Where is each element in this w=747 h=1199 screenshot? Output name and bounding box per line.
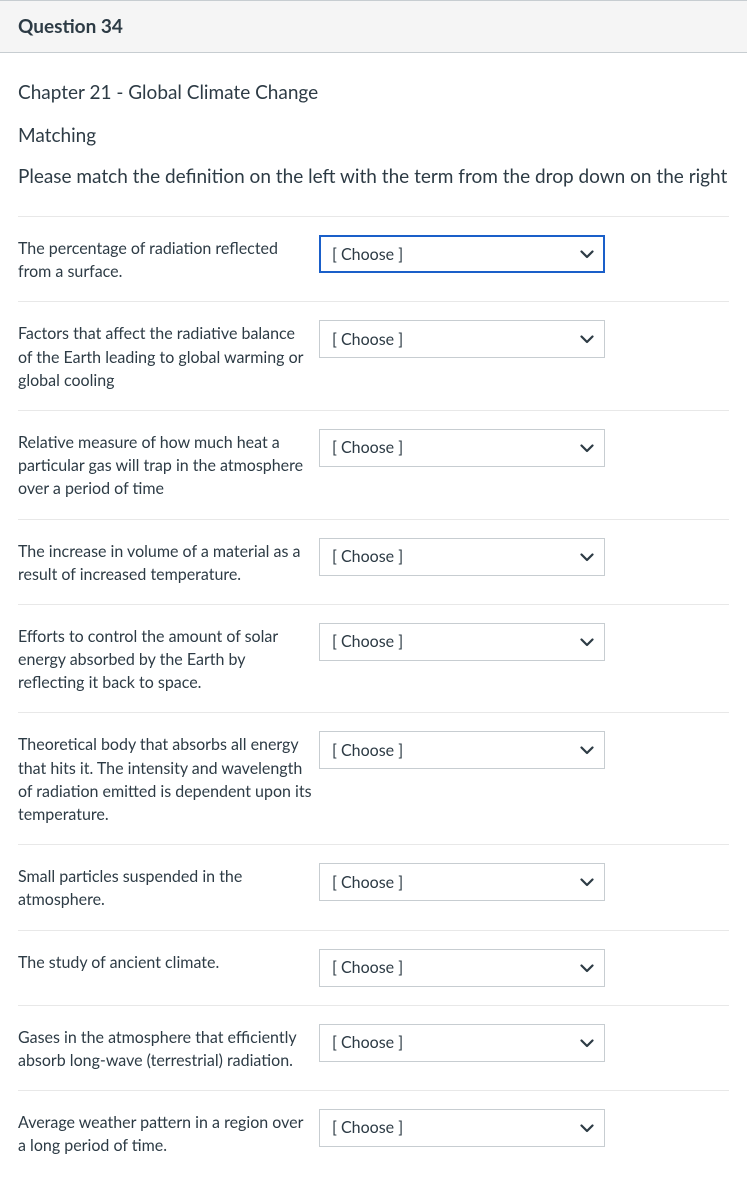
definition-text: Efforts to control the amount of solar e… xyxy=(18,623,313,695)
dropdown-selected-text: [ Choose ] xyxy=(332,1033,403,1052)
chevron-down-icon xyxy=(580,877,594,887)
answer-dropdown[interactable]: [ Choose ] xyxy=(319,623,605,661)
chevron-down-icon xyxy=(580,249,594,259)
dropdown-selected-text: [ Choose ] xyxy=(332,958,403,977)
chevron-down-icon xyxy=(580,443,594,453)
dropdown-selected-text: [ Choose ] xyxy=(332,245,403,264)
dropdown-selected-text: [ Choose ] xyxy=(332,632,403,651)
definition-text: The percentage of radiation reflected fr… xyxy=(18,235,313,283)
definition-text: Factors that affect the radiative balanc… xyxy=(18,320,313,392)
definition-text: The increase in volume of a material as … xyxy=(18,538,313,586)
definition-text: The study of ancient climate. xyxy=(18,949,313,974)
dropdown-selected-text: [ Choose ] xyxy=(332,873,403,892)
match-row: Average weather pattern in a region over… xyxy=(18,1090,729,1175)
dropdown-selected-text: [ Choose ] xyxy=(332,741,403,760)
match-row: The percentage of radiation reflected fr… xyxy=(18,216,729,301)
answer-dropdown[interactable]: [ Choose ] xyxy=(319,538,605,576)
chevron-down-icon xyxy=(580,1038,594,1048)
answer-dropdown[interactable]: [ Choose ] xyxy=(319,863,605,901)
definition-text: Gases in the atmosphere that efficiently… xyxy=(18,1024,313,1072)
dropdown-selected-text: [ Choose ] xyxy=(332,1118,403,1137)
answer-dropdown[interactable]: [ Choose ] xyxy=(319,429,605,467)
section-label: Matching xyxy=(18,124,729,147)
instructions-text: Please match the definition on the left … xyxy=(18,165,729,188)
answer-dropdown[interactable]: [ Choose ] xyxy=(319,731,605,769)
match-row: Small particles suspended in the atmosph… xyxy=(18,844,729,929)
dropdown-selected-text: [ Choose ] xyxy=(332,438,403,457)
match-row: The study of ancient climate. [ Choose ] xyxy=(18,930,729,1005)
match-row: The increase in volume of a material as … xyxy=(18,519,729,604)
answer-dropdown[interactable]: [ Choose ] xyxy=(319,949,605,987)
chevron-down-icon xyxy=(580,1123,594,1133)
chevron-down-icon xyxy=(580,552,594,562)
chapter-title: Chapter 21 - Global Climate Change xyxy=(18,81,729,104)
chevron-down-icon xyxy=(580,963,594,973)
definition-text: Theoretical body that absorbs all energy… xyxy=(18,731,313,826)
definition-text: Average weather pattern in a region over… xyxy=(18,1109,313,1157)
answer-dropdown[interactable]: [ Choose ] xyxy=(319,1109,605,1147)
chevron-down-icon xyxy=(580,334,594,344)
question-header: Question 34 xyxy=(0,0,747,53)
dropdown-selected-text: [ Choose ] xyxy=(332,547,403,566)
answer-dropdown[interactable]: [ Choose ] xyxy=(319,1024,605,1062)
dropdown-selected-text: [ Choose ] xyxy=(332,330,403,349)
match-row: Theoretical body that absorbs all energy… xyxy=(18,712,729,844)
question-title: Question 34 xyxy=(18,15,729,38)
chevron-down-icon xyxy=(580,637,594,647)
answer-dropdown[interactable]: [ Choose ] xyxy=(319,320,605,358)
chevron-down-icon xyxy=(580,745,594,755)
match-row: Gases in the atmosphere that efficiently… xyxy=(18,1005,729,1090)
question-content: Chapter 21 - Global Climate Change Match… xyxy=(0,53,747,188)
definition-text: Relative measure of how much heat a part… xyxy=(18,429,313,501)
match-row: Relative measure of how much heat a part… xyxy=(18,410,729,519)
match-row: Factors that affect the radiative balanc… xyxy=(18,301,729,410)
definition-text: Small particles suspended in the atmosph… xyxy=(18,863,313,911)
answer-dropdown[interactable]: [ Choose ] xyxy=(319,235,605,273)
match-row: Efforts to control the amount of solar e… xyxy=(18,604,729,713)
matching-rows: The percentage of radiation reflected fr… xyxy=(0,216,747,1175)
